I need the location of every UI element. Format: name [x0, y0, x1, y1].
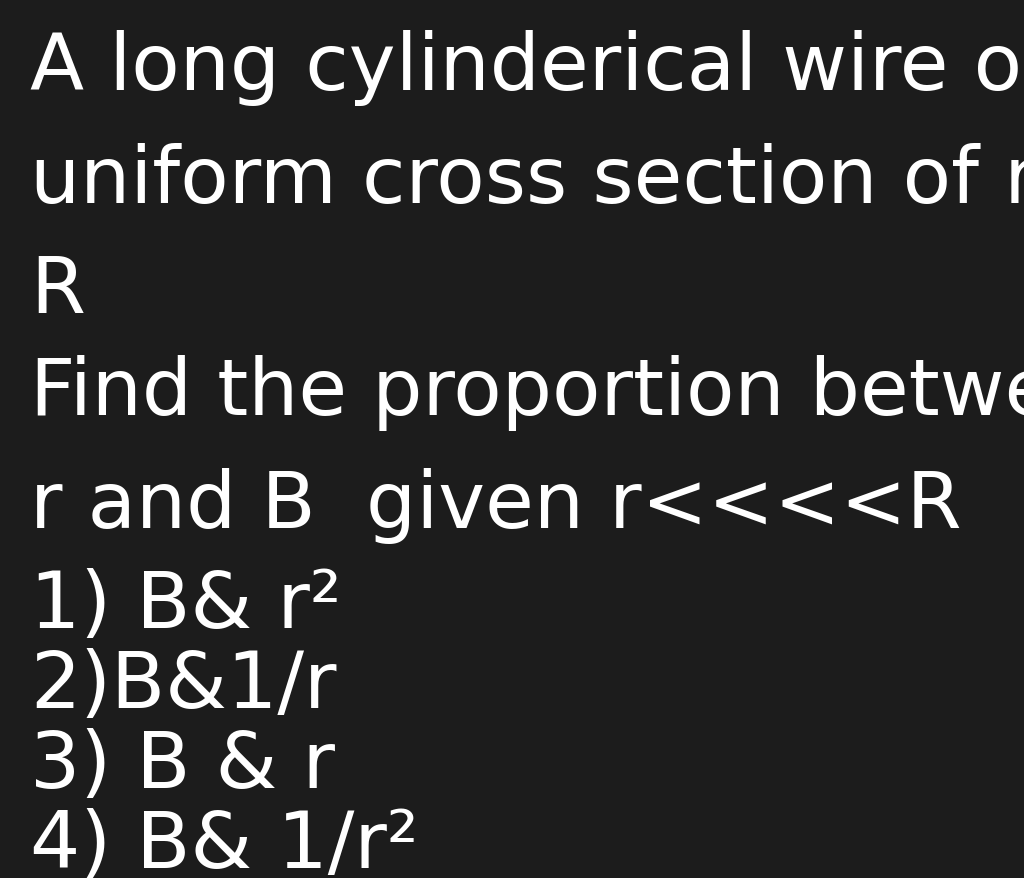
Text: R: R [30, 253, 85, 328]
Text: A long cylinderical wire of: A long cylinderical wire of [30, 30, 1024, 106]
Text: 1) B& r²: 1) B& r² [30, 567, 342, 644]
Text: 2)B&1/r: 2)B&1/r [30, 647, 337, 723]
Text: 3) B & r: 3) B & r [30, 727, 335, 803]
Text: 4) B& 1/r²: 4) B& 1/r² [30, 807, 419, 878]
Text: Find the proportion between: Find the proportion between [30, 355, 1024, 430]
Text: uniform cross section of radius: uniform cross section of radius [30, 143, 1024, 219]
Text: r and B  given r<<<<R: r and B given r<<<<R [30, 467, 962, 543]
